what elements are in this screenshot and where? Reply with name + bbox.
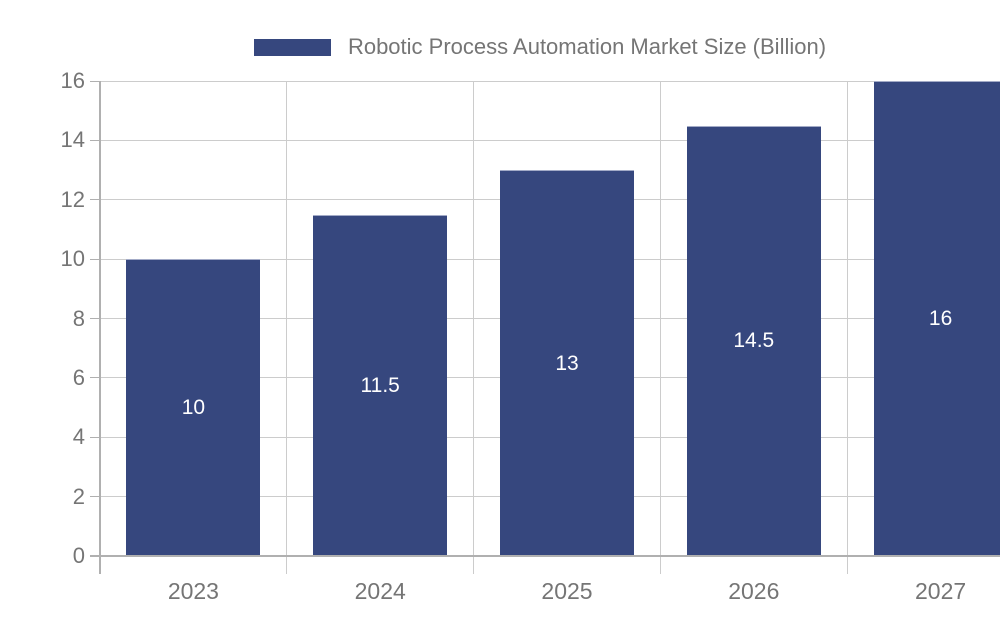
y-tick-mark xyxy=(90,436,100,438)
x-tick-label: 2026 xyxy=(728,578,780,604)
y-tick-mark xyxy=(90,199,100,201)
x-gridline xyxy=(286,81,288,556)
x-tick-mark xyxy=(286,556,288,574)
y-tick-mark xyxy=(90,377,100,379)
x-axis xyxy=(90,555,1000,557)
y-tick-mark xyxy=(90,80,100,82)
bar-value-label: 10 xyxy=(181,396,206,420)
y-tick-label: 12 xyxy=(60,186,85,212)
plot-area: 10 11.5 13 14.5 16 xyxy=(100,80,1000,556)
legend-label: Robotic Process Automation Market Size (… xyxy=(347,34,827,59)
x-tick-mark xyxy=(473,556,475,574)
y-axis xyxy=(99,81,101,574)
x-tick-label: 2027 xyxy=(915,578,967,604)
x-tick-label: 2024 xyxy=(354,578,406,604)
y-tick-label: 4 xyxy=(72,424,85,450)
y-tick-mark xyxy=(90,139,100,141)
y-tick-mark xyxy=(90,318,100,319)
x-gridline xyxy=(846,81,848,556)
y-tick-label: 14 xyxy=(60,127,85,153)
x-tick-mark xyxy=(846,556,848,574)
x-tick-label: 2025 xyxy=(541,578,593,604)
y-gridline xyxy=(100,80,1000,82)
y-tick-label: 0 xyxy=(72,543,85,568)
bar-value-label: 14.5 xyxy=(733,329,775,353)
bar-value-label: 16 xyxy=(928,307,953,330)
bar: 10 xyxy=(126,259,261,556)
y-tick-mark xyxy=(90,496,100,498)
legend: Robotic Process Automation Market Size (… xyxy=(40,34,1000,60)
bar: 14.5 xyxy=(686,125,821,556)
bar-value-label: 11.5 xyxy=(360,373,400,397)
y-tick-label: 16 xyxy=(60,68,85,93)
y-tick-label: 10 xyxy=(60,246,85,272)
y-gridline xyxy=(100,139,1000,141)
bar: 11.5 xyxy=(313,214,448,556)
x-tick-mark xyxy=(659,556,661,574)
x-gridline xyxy=(659,81,661,556)
legend-swatch xyxy=(253,38,331,56)
y-tick-label: 8 xyxy=(72,305,85,331)
bar: 16 xyxy=(873,81,1000,556)
x-gridline xyxy=(473,81,475,556)
y-tick-mark xyxy=(90,258,100,260)
bar: 13 xyxy=(500,170,634,556)
bar-chart: Robotic Process Automation Market Size (… xyxy=(40,16,1000,616)
y-tick-label: 2 xyxy=(72,483,85,509)
x-tick-label: 2023 xyxy=(167,578,219,604)
bar-value-label: 13 xyxy=(555,351,579,375)
y-tick-label: 6 xyxy=(72,364,85,390)
